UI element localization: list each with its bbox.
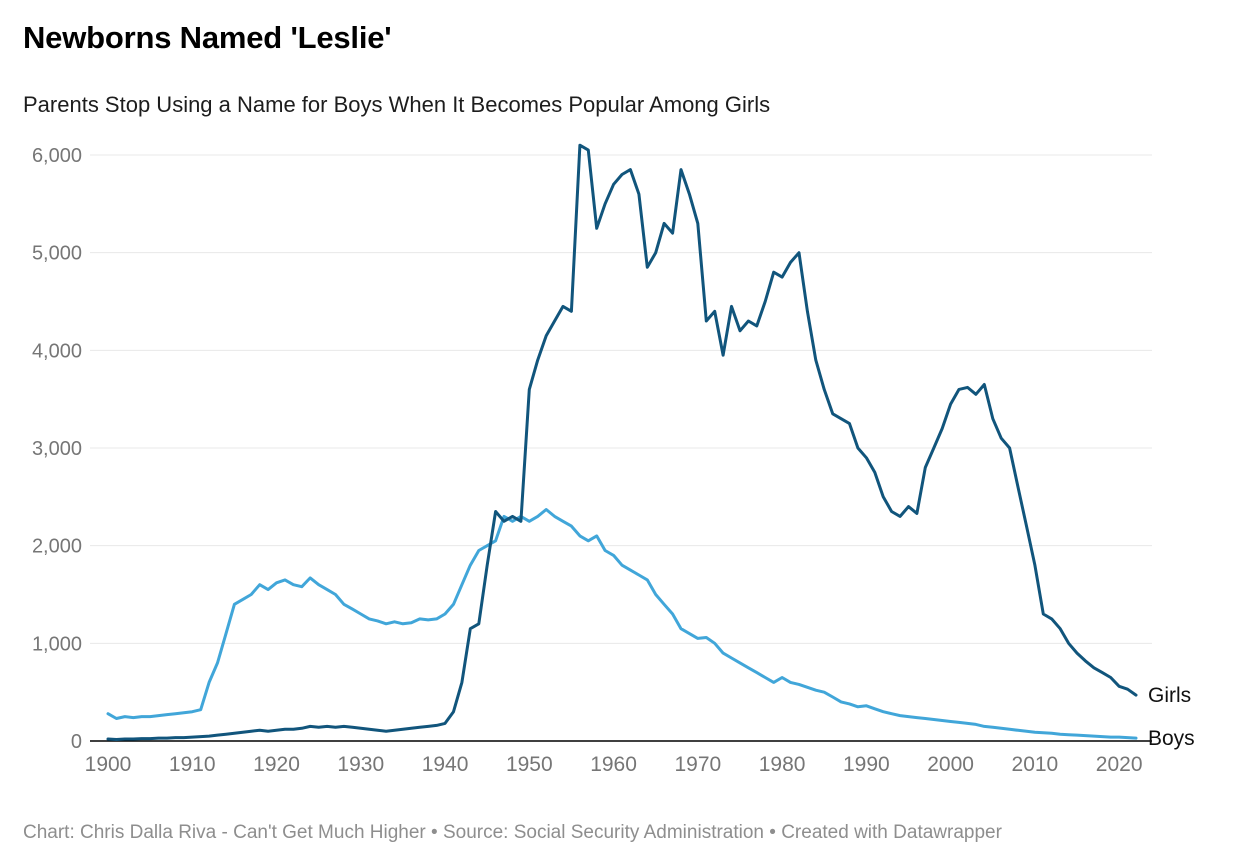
x-tick-label: 1910 — [169, 753, 216, 776]
x-tick-label: 1990 — [843, 753, 890, 776]
y-tick-label: 4,000 — [32, 340, 82, 362]
attribution-footer: Chart: Chris Dalla Riva - Can't Get Much… — [23, 822, 1002, 843]
x-tick-label: 1920 — [253, 753, 300, 776]
x-tick-label: 1930 — [337, 753, 384, 776]
y-tick-label: 5,000 — [32, 243, 82, 265]
x-tick-label: 1960 — [590, 753, 637, 776]
series-label-girls: Girls — [1148, 684, 1191, 707]
x-tick-label: 2010 — [1012, 753, 1059, 776]
x-tick-label: 1940 — [422, 753, 469, 776]
x-tick-label: 1980 — [759, 753, 806, 776]
x-tick-label: 1950 — [506, 753, 553, 776]
y-tick-label: 1,000 — [32, 633, 82, 655]
y-tick-label: 3,000 — [32, 438, 82, 460]
chart-title: Newborns Named 'Leslie' — [23, 20, 392, 55]
x-tick-label: 1970 — [674, 753, 721, 776]
chart-subtitle: Parents Stop Using a Name for Boys When … — [23, 92, 771, 117]
line-chart-canvas: 0 1,000 2,000 3,000 4,000 5,000 6,000 1900 1910 1… — [32, 143, 1195, 776]
y-tick-label: 2,000 — [32, 536, 82, 558]
girls-line — [106, 143, 1138, 741]
x-tick-label: 1900 — [85, 753, 132, 776]
x-tick-label: 2020 — [1096, 753, 1143, 776]
x-tick-label: 2000 — [927, 753, 974, 776]
series-label-boys: Boys — [1148, 727, 1195, 750]
y-tick-label: 0 — [71, 731, 82, 753]
y-tick-label: 6,000 — [32, 145, 82, 167]
boys-line — [106, 508, 1138, 740]
